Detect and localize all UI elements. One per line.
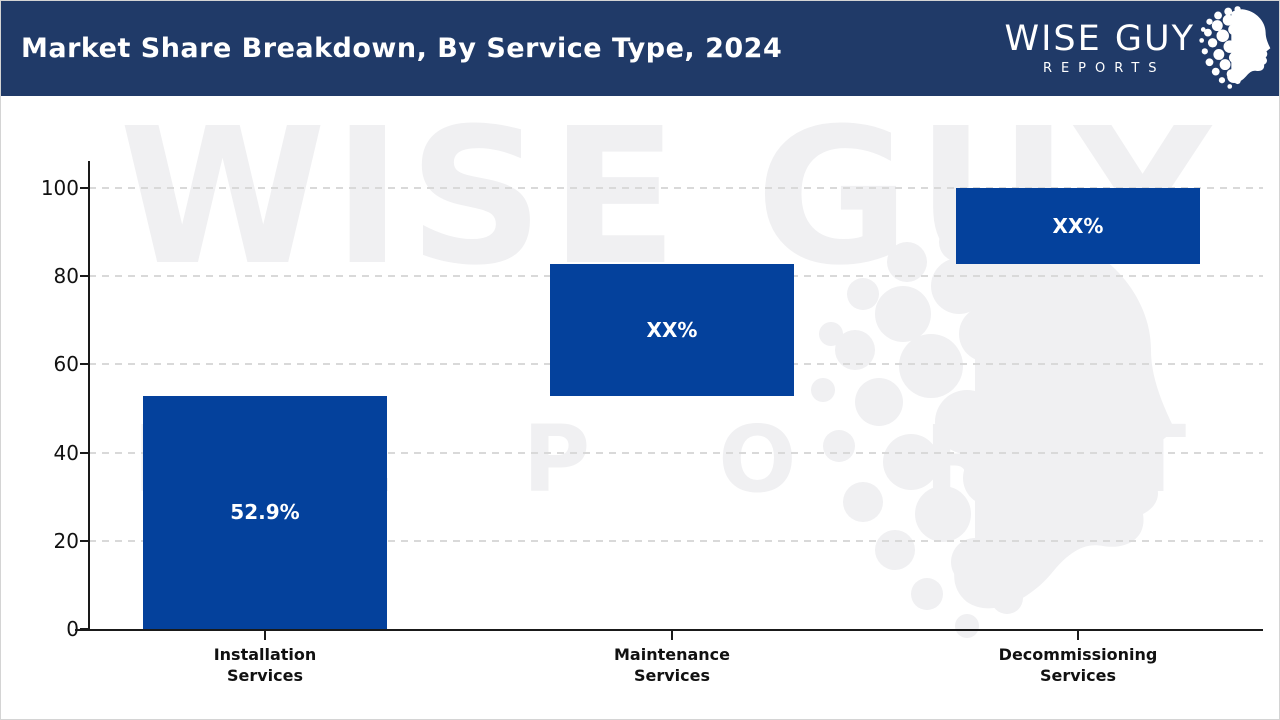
gridline-y20 <box>89 539 1263 542</box>
logo-wordmark: WISE GUY REPORTS <box>1004 18 1195 76</box>
x-tick-mark <box>671 631 673 640</box>
x-category-label-line: Maintenance <box>613 645 730 664</box>
y-tick-mark <box>80 451 88 454</box>
gridline-y100 <box>89 187 1263 189</box>
chart-title: Market Share Breakdown, By Service Type,… <box>21 33 783 64</box>
y-axis-line <box>88 161 90 631</box>
y-tick-mark <box>80 187 88 189</box>
x-tick-mark <box>1077 631 1079 640</box>
x-category-label-line: Installation <box>213 645 317 664</box>
bar-3 <box>956 188 1200 264</box>
x-category-label: Installation Services <box>145 645 385 687</box>
bar-1 <box>143 395 387 629</box>
y-tick-mark <box>80 363 88 366</box>
x-category-label-line: Decommissioning <box>998 645 1158 664</box>
header-bar: Market Share Breakdown, By Service Type,… <box>1 1 1279 96</box>
y-tick-label: 60 <box>53 352 79 377</box>
y-tick-label: 100 <box>40 176 79 200</box>
logo-wordmark-line2: REPORTS <box>1042 60 1166 76</box>
y-tick-label: 20 <box>53 528 79 553</box>
x-category-label: Decommissioning Services <box>958 645 1198 687</box>
y-tick-mark <box>80 539 88 542</box>
y-tick-label: 0 <box>66 617 79 641</box>
y-tick-mark <box>80 275 88 278</box>
bar-value-label: XX% <box>646 317 698 342</box>
watermark-face-icon <box>799 214 1199 654</box>
y-tick-label: 80 <box>53 264 79 289</box>
chart-area: WISE GUY R E P O R T S 02040608010052.9%… <box>1 96 1279 719</box>
logo: WISE GUY REPORTS <box>1004 6 1275 92</box>
x-tick-mark <box>264 631 266 640</box>
x-category-label-line: Services <box>1039 665 1117 685</box>
bar-2 <box>550 263 794 396</box>
y-tick-label: 40 <box>53 440 79 465</box>
x-axis-line <box>75 629 1263 631</box>
logo-wordmark-line1: WISE GUY <box>1004 18 1195 59</box>
bar-value-label: XX% <box>1052 213 1104 238</box>
gridline-y40 <box>89 451 1263 454</box>
bar-value-label: 52.9% <box>230 500 300 525</box>
x-category-label: Maintenance Services <box>552 645 792 687</box>
x-category-label-line: Services <box>226 665 304 685</box>
x-category-label-line: Services <box>633 665 711 685</box>
logo-face-icon <box>1197 6 1275 92</box>
